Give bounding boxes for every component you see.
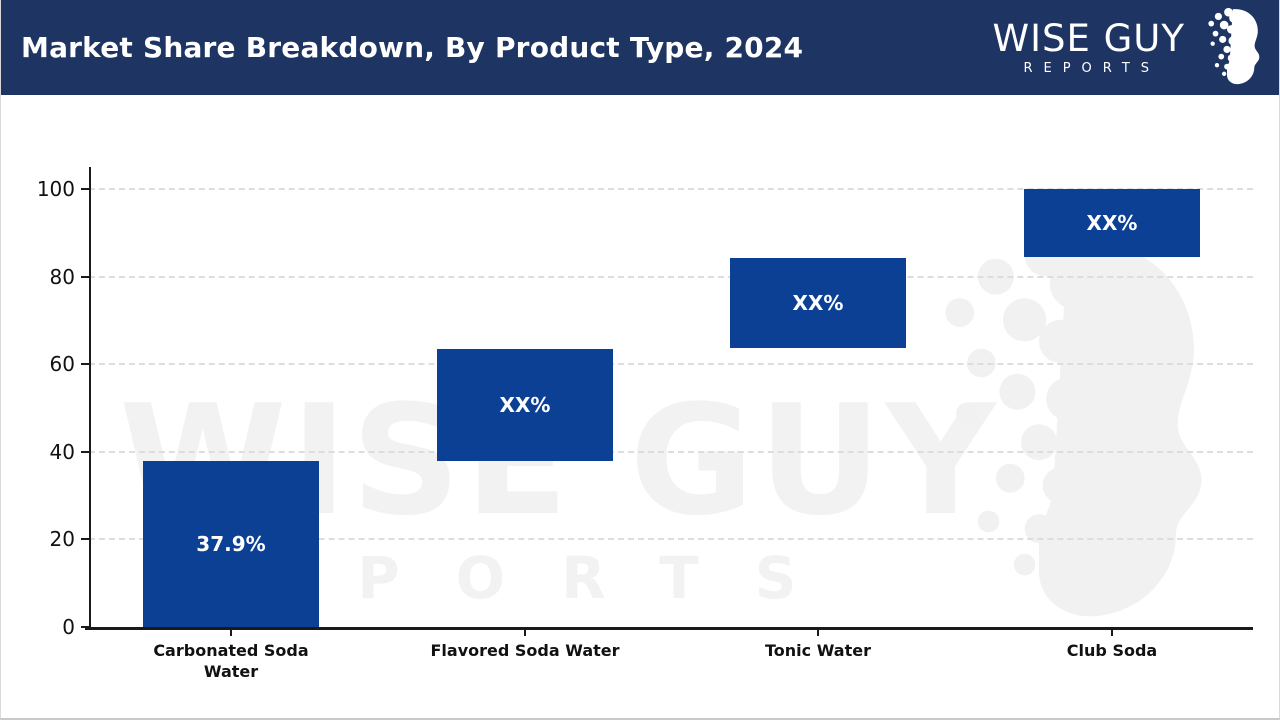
gridline: [89, 188, 1253, 190]
bar-value-label: XX%: [792, 290, 844, 315]
brand-logo-text: WISE GUY REPORTS: [993, 20, 1185, 75]
bar: XX%: [730, 257, 906, 348]
brand-head-icon: [1208, 7, 1260, 84]
bar-value-label: XX%: [499, 393, 551, 418]
y-axis-line: [89, 167, 91, 629]
y-tick-mark: [81, 363, 89, 366]
y-tick-label: 0: [62, 615, 75, 639]
y-tick-mark: [81, 538, 89, 541]
y-tick-mark: [81, 450, 89, 453]
chart-title: Market Share Breakdown, By Product Type,…: [21, 31, 804, 64]
y-tick-label: 40: [49, 439, 75, 464]
x-category-label: Flavored Soda Water: [430, 641, 620, 660]
gridline: [89, 450, 1253, 453]
header: Market Share Breakdown, By Product Type,…: [1, 0, 1279, 95]
bar: XX%: [437, 349, 613, 461]
x-axis-line: [85, 627, 1253, 630]
x-tick-mark: [524, 629, 526, 636]
gridline: [89, 363, 1253, 366]
x-tick-mark: [1111, 629, 1113, 636]
plot-area: 0 20 40 60 80 100 37.9% Carbonated Soda Water XX…: [1, 95, 1279, 718]
y-tick-mark: [81, 188, 89, 190]
bar: XX%: [1024, 189, 1200, 257]
bar-value-label: XX%: [1086, 210, 1138, 235]
bar-value-label: 37.9%: [196, 531, 266, 556]
y-tick-label: 100: [36, 177, 75, 201]
y-tick-label: 80: [49, 264, 75, 289]
brand-logo: WISE GUY REPORTS: [993, 5, 1267, 91]
gridline: [89, 538, 1253, 541]
brand-tagline: REPORTS: [1023, 61, 1161, 76]
x-category-label: Tonic Water: [765, 641, 871, 660]
x-category-label: Carbonated Soda Water: [153, 641, 309, 681]
gridline: [89, 275, 1253, 278]
y-tick-mark: [81, 275, 89, 278]
y-tick-label: 20: [49, 527, 75, 552]
x-tick-mark: [817, 629, 819, 636]
x-tick-mark: [230, 629, 232, 636]
y-tick-label: 60: [49, 352, 75, 377]
brand-name: WISE GUY: [992, 17, 1185, 60]
bar: 37.9%: [143, 460, 319, 627]
x-category-label: Club Soda: [1066, 641, 1158, 660]
chart-area: WISE GUY REPORTS 0 20 40 60 80 100 37.9% Carbon…: [1, 95, 1279, 718]
